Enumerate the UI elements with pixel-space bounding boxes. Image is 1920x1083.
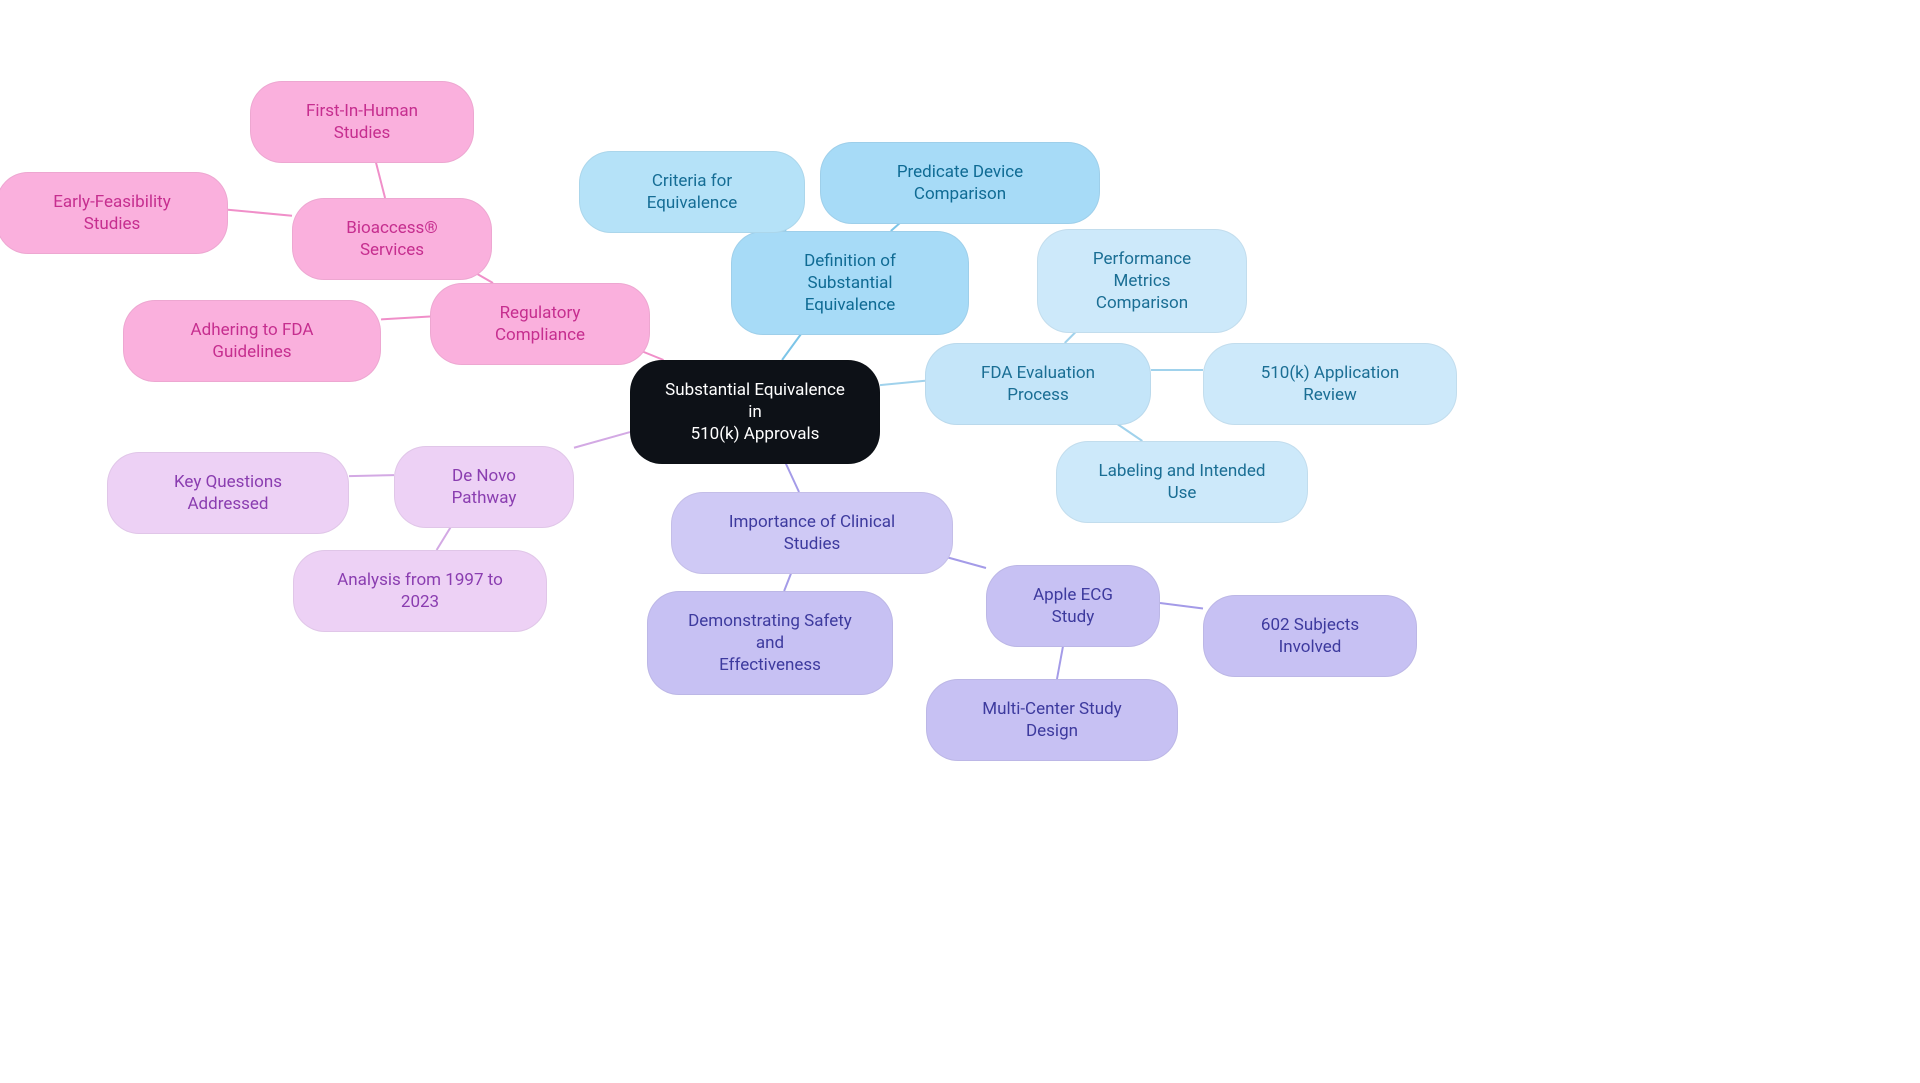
edge-center-denovo xyxy=(574,432,630,448)
node-def: Definition of Substantial Equivalence xyxy=(731,231,969,335)
edge-center-fda xyxy=(880,381,925,385)
node-importance: Importance of Clinical Studies xyxy=(671,492,953,574)
node-subjects: 602 Subjects Involved xyxy=(1203,595,1417,677)
node-bioaccess: Bioaccess® Services xyxy=(292,198,492,280)
edge-apple-subjects xyxy=(1160,603,1203,608)
node-fda: FDA Evaluation Process xyxy=(925,343,1151,425)
node-fih: First-In-Human Studies xyxy=(250,81,474,163)
node-criteria: Criteria for Equivalence xyxy=(579,151,805,233)
edge-bioaccess-efs xyxy=(228,210,292,216)
node-multicenter: Multi-Center Study Design xyxy=(926,679,1178,761)
node-center: Substantial Equivalence in 510(k) Approv… xyxy=(630,360,880,464)
edge-regcomp-fdag xyxy=(381,316,430,319)
node-labeling: Labeling and Intended Use xyxy=(1056,441,1308,523)
node-fdag: Adhering to FDA Guidelines xyxy=(123,300,381,382)
node-keyq: Key Questions Addressed xyxy=(107,452,349,534)
edge-denovo-keyq xyxy=(349,475,394,476)
node-perf: Performance Metrics Comparison xyxy=(1037,229,1247,333)
node-analysis: Analysis from 1997 to 2023 xyxy=(293,550,547,632)
node-predicate: Predicate Device Comparison xyxy=(820,142,1100,224)
node-apple: Apple ECG Study xyxy=(986,565,1160,647)
node-efs: Early-Feasibility Studies xyxy=(0,172,228,254)
node-regcomp: Regulatory Compliance xyxy=(430,283,650,365)
node-app510k: 510(k) Application Review xyxy=(1203,343,1457,425)
node-denovo: De Novo Pathway xyxy=(394,446,574,528)
node-safety: Demonstrating Safety and Effectiveness xyxy=(647,591,893,695)
